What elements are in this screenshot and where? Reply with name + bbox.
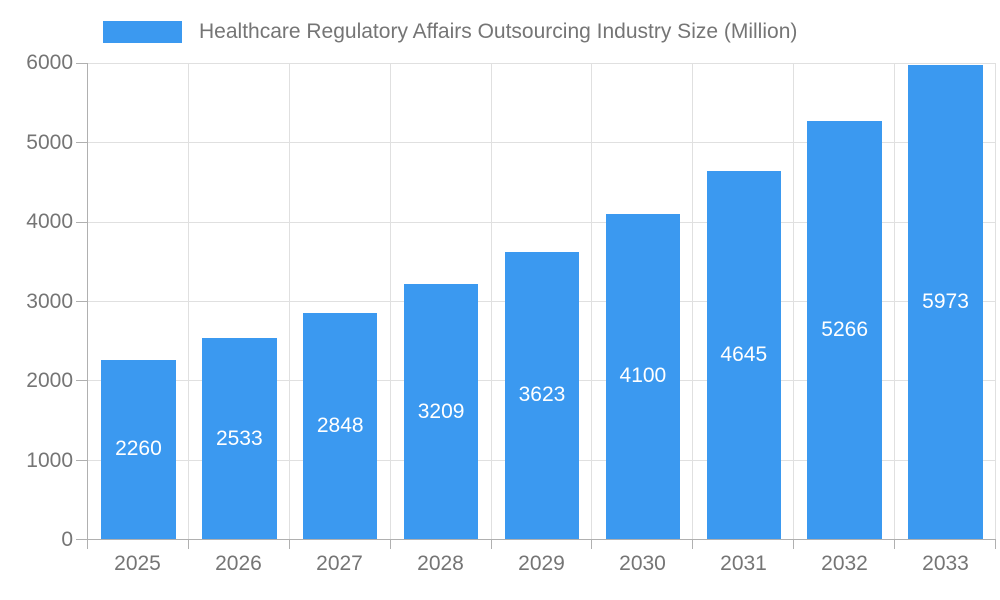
x-axis-tick	[692, 540, 694, 549]
v-gridline	[894, 63, 896, 539]
y-tick-label: 2000	[26, 369, 73, 393]
h-gridline	[88, 221, 996, 223]
v-gridline	[187, 63, 189, 539]
v-gridline	[995, 63, 996, 539]
bar-value-label: 2533	[215, 426, 263, 450]
v-gridline	[490, 63, 492, 539]
x-axis-tick	[591, 540, 593, 549]
bar-2031[interactable]: 4645	[706, 170, 781, 539]
x-tick-label: 2025	[114, 552, 161, 575]
x-tick-label: 2029	[518, 552, 565, 575]
y-tick-label: 3000	[26, 289, 73, 313]
y-tick-label: 6000	[26, 51, 73, 74]
bar-2027[interactable]: 2848	[302, 313, 378, 539]
x-tick-label: 2031	[720, 552, 767, 575]
x-tick-label: 2026	[215, 552, 262, 575]
bar-value-label: 5973	[922, 290, 969, 314]
y-axis-tick	[76, 301, 87, 302]
bar-2025[interactable]: 2260	[101, 359, 176, 539]
bar-value-label: 2848	[316, 414, 364, 438]
bar-2026[interactable]: 2533	[202, 338, 277, 539]
v-gridline	[692, 63, 694, 539]
x-tick-label: 2032	[821, 552, 868, 575]
h-gridline	[88, 142, 996, 144]
x-tick-label: 2033	[922, 552, 969, 575]
x-axis-tick	[995, 540, 996, 549]
y-axis-tick	[76, 539, 87, 540]
x-tick-label: 2028	[417, 552, 464, 575]
x-axis-tick	[389, 540, 391, 549]
bar-2033[interactable]: 5973	[908, 65, 983, 539]
bar-2029[interactable]: 3623	[504, 251, 580, 539]
v-gridline	[389, 63, 391, 539]
x-axis-labels: 2025 2026 2027 2028 2029 2030 2031 2032 2033	[87, 552, 996, 582]
y-axis-labels: 0 1000 2000 3000 4000 5000 6000	[0, 51, 73, 551]
x-axis-tick	[793, 540, 795, 549]
y-tick-label: 1000	[26, 448, 73, 472]
x-tick-label: 2027	[316, 552, 363, 575]
h-gridline	[88, 63, 996, 64]
legend-swatch	[103, 21, 182, 43]
x-axis-tick	[490, 540, 492, 549]
x-axis-tick	[87, 540, 88, 549]
bar-2032[interactable]: 5266	[807, 121, 882, 539]
v-gridline	[288, 63, 290, 539]
y-axis-tick	[76, 142, 87, 144]
bar-value-label: 3209	[417, 399, 465, 423]
x-axis-tick	[894, 540, 896, 549]
bar-value-label: 5266	[821, 318, 869, 342]
y-axis-tick	[76, 221, 87, 223]
bar-value-label: 4100	[619, 364, 667, 388]
bar-2030[interactable]: 4100	[605, 213, 681, 539]
x-axis-tick	[288, 540, 290, 549]
y-axis-tick	[76, 380, 87, 382]
y-axis-tick	[76, 63, 87, 64]
legend[interactable]: Healthcare Regulatory Affairs Outsourcin…	[103, 18, 797, 46]
plot-area: 2260 2533 2848 3209 3623 4100 4645 5266 5973	[76, 63, 996, 549]
x-axis-tick	[187, 540, 189, 549]
y-axis-tick	[76, 459, 87, 461]
legend-label: Healthcare Regulatory Affairs Outsourcin…	[199, 20, 798, 43]
bar-value-label: 3623	[518, 383, 566, 407]
v-gridline	[591, 63, 593, 539]
bar-value-label: 4645	[720, 342, 768, 366]
y-tick-label: 4000	[26, 210, 73, 234]
x-tick-label: 2030	[619, 552, 666, 575]
bar-2028[interactable]: 3209	[403, 284, 479, 539]
y-tick-label: 5000	[26, 130, 73, 154]
y-tick-label: 0	[61, 528, 73, 551]
bar-value-label: 2260	[115, 437, 162, 461]
v-gridline	[793, 63, 795, 539]
